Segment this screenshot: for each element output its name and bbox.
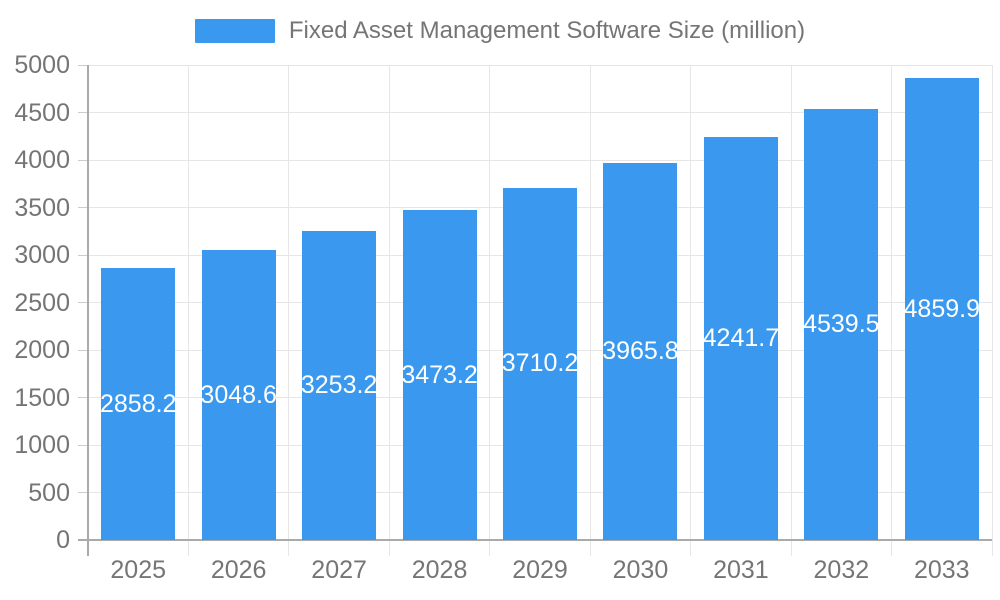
bar-value-label: 3253.2 [300,370,378,399]
gridline [187,65,189,556]
gridline [790,65,792,556]
bar[interactable]: 2858.2 [99,268,177,540]
x-axis-label: 2028 [411,556,468,584]
bar-value-label: 3965.8 [602,337,679,366]
legend-label: Fixed Asset Management Software Size (mi… [288,17,806,44]
gridline [690,65,692,556]
bar[interactable]: 4859.9 [903,78,980,540]
x-axis-label: 2025 [110,556,167,584]
y-axis-tick [78,492,88,493]
legend-swatch-icon [194,19,275,43]
y-axis-label: 2500 [14,288,70,317]
gridline [88,64,992,66]
gridline [589,65,591,556]
bar-value-label: 3710.2 [501,349,579,378]
y-axis-label: 500 [28,478,70,507]
y-axis-tick [78,112,88,113]
bar-value-label: 4241.7 [702,324,780,352]
x-axis-line [78,539,992,541]
bar[interactable]: 3965.8 [602,163,679,540]
y-axis-label: 4000 [14,146,70,174]
bar-value-label: 4539.5 [803,309,880,338]
y-axis-tick [78,254,88,256]
bar-value-label: 3473.2 [401,360,478,389]
gridline [88,112,992,113]
x-axis-label: 2029 [512,556,568,584]
y-axis-label: 3000 [14,241,70,269]
gridline [891,65,893,556]
gridline [388,65,390,556]
y-axis-tick [78,302,88,303]
y-axis-label: 1500 [14,383,70,412]
bar-value-label: 4859.9 [903,294,980,323]
bar-value-label: 3048.6 [200,380,277,409]
y-axis-tick [78,159,88,161]
gridline [288,65,290,556]
bar[interactable]: 4241.7 [702,137,780,540]
bar-value-label: 2858.2 [99,389,177,418]
x-axis-label: 2030 [612,556,669,584]
y-axis-tick [78,444,88,446]
y-axis-label: 3500 [14,193,70,222]
x-axis-label: 2026 [210,556,267,584]
y-axis-label: 5000 [14,51,70,79]
y-axis-label: 1000 [14,431,70,459]
bar[interactable]: 3710.2 [501,187,579,540]
x-axis-label: 2032 [813,556,870,584]
y-axis-tick [78,349,88,351]
bar[interactable]: 3473.2 [401,210,478,540]
y-axis-tick [78,64,88,66]
x-axis-label: 2031 [713,556,769,584]
gridline [489,65,491,556]
legend-item[interactable]: Fixed Asset Management Software Size (mi… [0,16,1000,46]
bar[interactable]: 4539.5 [803,108,880,540]
y-axis-label: 0 [56,526,70,554]
bar[interactable]: 3048.6 [200,250,277,540]
x-axis-label: 2033 [913,556,970,584]
x-axis-label: 2027 [311,556,367,584]
bar[interactable]: 3253.2 [300,230,378,540]
y-axis-line [87,65,89,556]
y-axis-tick [78,207,88,208]
y-axis-label: 2000 [14,336,70,364]
y-axis-label: 4500 [14,98,70,127]
y-axis-tick [78,397,88,398]
gridline [88,159,992,161]
gridline [991,65,993,556]
